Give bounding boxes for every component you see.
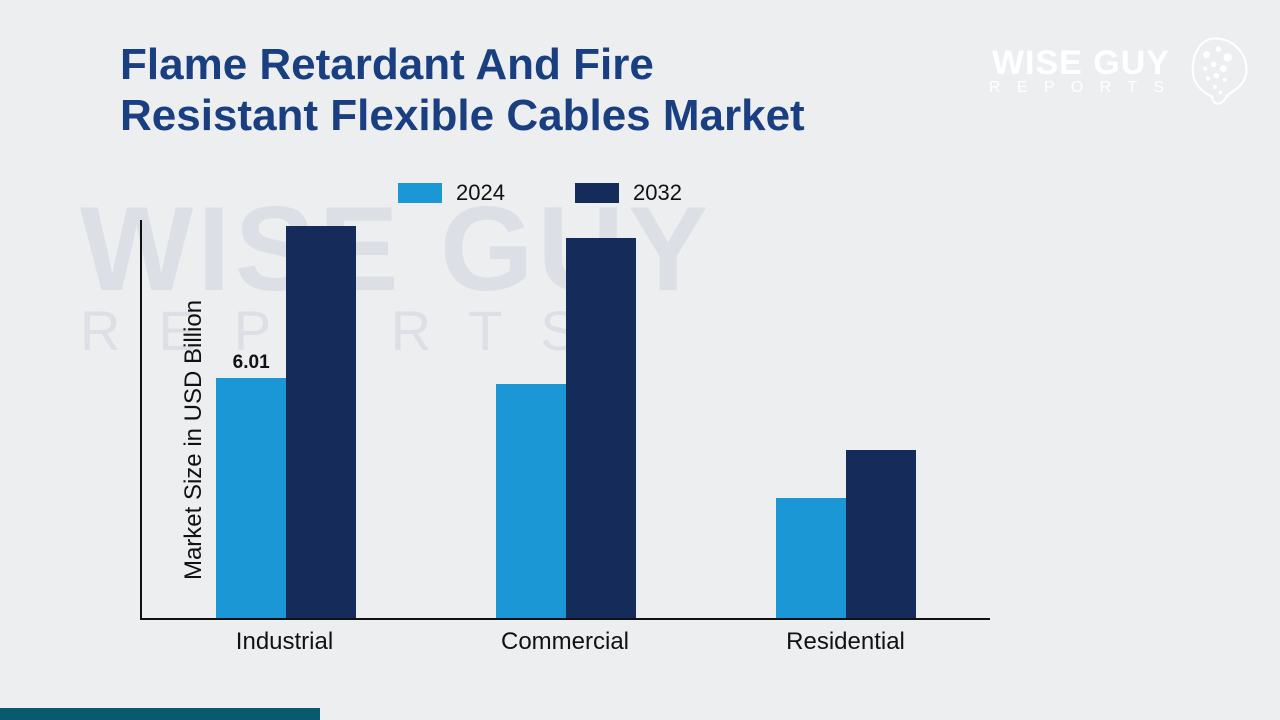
- legend-swatch-2024: [398, 183, 442, 203]
- bar-group: 6.01: [216, 226, 356, 618]
- bar-group: [496, 238, 636, 618]
- legend-item-2024: 2024: [398, 180, 505, 206]
- legend-swatch-2032: [575, 183, 619, 203]
- chart-title: Flame Retardant And Fire Resistant Flexi…: [120, 40, 860, 141]
- brand-logo: WISE GUY R E P O R T S: [989, 35, 1250, 105]
- bottom-accent-bar: [0, 708, 320, 720]
- legend-label-2024: 2024: [456, 180, 505, 206]
- bar-2024: [776, 498, 846, 618]
- x-axis-label: Commercial: [501, 628, 629, 656]
- x-axis-label: Residential: [786, 628, 905, 656]
- bar-2024: [496, 384, 566, 618]
- bar-value-label: 6.01: [233, 352, 270, 374]
- bar-2032: [286, 226, 356, 618]
- brand-head-icon: [1180, 35, 1250, 105]
- legend-label-2032: 2032: [633, 180, 682, 206]
- legend-item-2032: 2032: [575, 180, 682, 206]
- x-axis-labels: Industrial Commercial Residential: [140, 620, 990, 660]
- chart-area: Market Size in USD Billion 2024 2032 6.0…: [90, 220, 990, 660]
- bar-group: [776, 450, 916, 618]
- legend: 2024 2032: [90, 180, 990, 206]
- bar-2032: [566, 238, 636, 618]
- brand-sub: R E P O R T S: [989, 79, 1170, 97]
- plot: 6.01: [140, 220, 990, 620]
- infographic-canvas: WISE GUY REPORTS Flame Retardant And Fir…: [0, 0, 1280, 720]
- bar-2024: 6.01: [216, 378, 286, 618]
- bar-2032: [846, 450, 916, 618]
- brand-main: WISE GUY: [989, 44, 1170, 83]
- x-axis-label: Industrial: [236, 628, 333, 656]
